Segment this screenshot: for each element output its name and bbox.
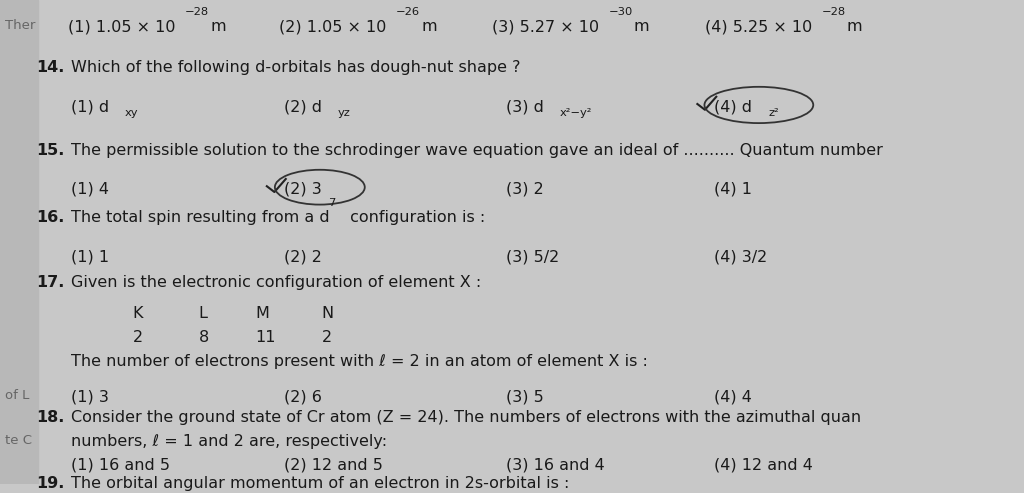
Text: (3) 2: (3) 2 xyxy=(506,181,544,196)
Text: 15.: 15. xyxy=(36,142,65,158)
Text: (4) 12 and 4: (4) 12 and 4 xyxy=(715,457,813,472)
Text: (2) 3: (2) 3 xyxy=(284,181,322,196)
Text: m: m xyxy=(847,19,862,35)
Text: The orbital angular momentum of an electron in 2s-orbital is :: The orbital angular momentum of an elect… xyxy=(71,476,569,492)
Text: −28: −28 xyxy=(184,7,209,17)
Text: 19.: 19. xyxy=(36,476,65,492)
Text: 17.: 17. xyxy=(36,275,65,290)
Text: (4) 5.25 × 10: (4) 5.25 × 10 xyxy=(705,19,812,35)
Text: (1) 1: (1) 1 xyxy=(71,249,110,264)
Text: 16.: 16. xyxy=(36,211,65,225)
Text: Which of the following d-orbitals has dough-nut shape ?: Which of the following d-orbitals has do… xyxy=(71,61,520,75)
Text: (2) 6: (2) 6 xyxy=(284,389,322,404)
Text: The number of electrons present with ℓ = 2 in an atom of element X is :: The number of electrons present with ℓ =… xyxy=(71,354,648,369)
Text: −26: −26 xyxy=(395,7,420,17)
Text: 11: 11 xyxy=(255,330,276,345)
Text: m: m xyxy=(210,19,225,35)
Text: m: m xyxy=(421,19,436,35)
Text: 8: 8 xyxy=(199,330,209,345)
Text: L: L xyxy=(199,306,208,320)
Text: K: K xyxy=(132,306,143,320)
Text: (1) 4: (1) 4 xyxy=(71,181,109,196)
Text: x²−y²: x²−y² xyxy=(560,108,593,118)
Text: xy: xy xyxy=(125,108,138,118)
Text: of L: of L xyxy=(5,389,29,402)
Text: (4) 1: (4) 1 xyxy=(715,181,753,196)
Text: 7: 7 xyxy=(329,198,336,209)
Text: Ther: Ther xyxy=(5,19,35,33)
Text: (4) 3/2: (4) 3/2 xyxy=(715,249,768,264)
Text: (3) d: (3) d xyxy=(506,99,544,114)
Text: The permissible solution to the schrodinger wave equation gave an ideal of .....: The permissible solution to the schrodin… xyxy=(71,142,883,158)
Text: (2) d: (2) d xyxy=(284,99,322,114)
Text: te C: te C xyxy=(5,434,32,447)
Text: (2) 1.05 × 10: (2) 1.05 × 10 xyxy=(280,19,386,35)
Text: z²: z² xyxy=(768,108,779,118)
Text: N: N xyxy=(322,306,334,320)
Text: (1) 16 and 5: (1) 16 and 5 xyxy=(71,457,170,472)
Text: (1) d: (1) d xyxy=(71,99,110,114)
Text: −28: −28 xyxy=(821,7,846,17)
Text: (1) 1.05 × 10: (1) 1.05 × 10 xyxy=(69,19,176,35)
Text: (3) 5/2: (3) 5/2 xyxy=(506,249,559,264)
Text: (3) 5: (3) 5 xyxy=(506,389,544,404)
Text: 2: 2 xyxy=(132,330,142,345)
Text: 2: 2 xyxy=(322,330,332,345)
Text: (3) 5.27 × 10: (3) 5.27 × 10 xyxy=(492,19,599,35)
Text: 14.: 14. xyxy=(36,61,65,75)
Text: The total spin resulting from a d: The total spin resulting from a d xyxy=(71,211,330,225)
Text: Given is the electronic configuration of element X :: Given is the electronic configuration of… xyxy=(71,275,481,290)
Text: M: M xyxy=(255,306,269,320)
Text: (3) 16 and 4: (3) 16 and 4 xyxy=(506,457,605,472)
Text: yz: yz xyxy=(338,108,350,118)
Text: m: m xyxy=(634,19,649,35)
Text: (4) d: (4) d xyxy=(715,99,753,114)
Text: −30: −30 xyxy=(608,7,633,17)
Text: Consider the ground state of Cr atom (Z = 24). The numbers of electrons with the: Consider the ground state of Cr atom (Z … xyxy=(71,410,861,425)
Text: (2) 12 and 5: (2) 12 and 5 xyxy=(284,457,383,472)
Text: (4) 4: (4) 4 xyxy=(715,389,753,404)
Text: configuration is :: configuration is : xyxy=(345,211,485,225)
Text: 18.: 18. xyxy=(36,410,65,425)
Text: (1) 3: (1) 3 xyxy=(71,389,109,404)
Bar xyxy=(0,0,38,484)
Text: numbers, ℓ = 1 and 2 are, respectively:: numbers, ℓ = 1 and 2 are, respectively: xyxy=(71,434,387,449)
Text: (2) 2: (2) 2 xyxy=(284,249,322,264)
